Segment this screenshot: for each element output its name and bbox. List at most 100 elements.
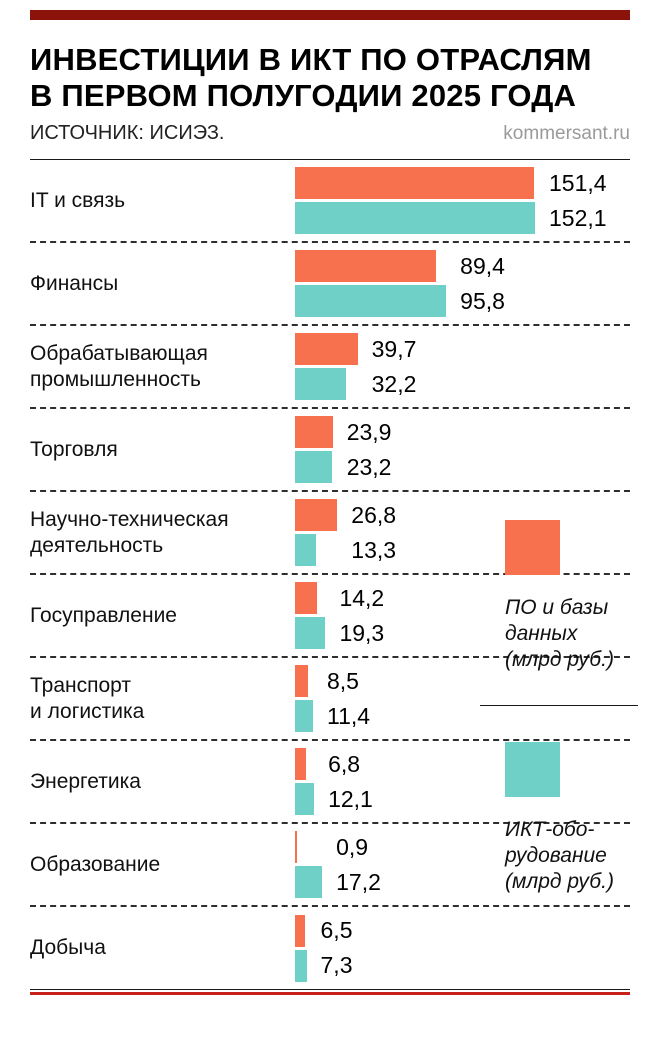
- bar-equipment: [295, 202, 535, 234]
- legend-line: ПО и базы: [505, 596, 609, 619]
- bar-group: 89,4 95,8: [295, 250, 630, 317]
- bar-software: [295, 831, 297, 863]
- chart-row: Транспорт и логистика 8,5 11,4: [30, 658, 630, 741]
- value-label-equipment: 23,2: [346, 453, 392, 480]
- chart-row: Научно-техническая деятельность 26,8 13,…: [30, 492, 630, 575]
- bar-equipment: [295, 451, 332, 483]
- value-label-equipment: 13,3: [351, 536, 397, 563]
- category-line: Образование: [30, 852, 161, 876]
- bar-equipment: [295, 285, 447, 317]
- chart-row: Обрабатывающая промышленность 39,7 32,2: [30, 326, 630, 409]
- value-label-equipment: 17,2: [336, 868, 381, 895]
- value-label-software: 23,9: [346, 418, 392, 445]
- bar-group: 23,9 23,2: [295, 416, 630, 483]
- bar-software: [295, 250, 437, 282]
- value-label-software: 0,9: [336, 833, 369, 860]
- legend-line: рудование: [505, 844, 607, 867]
- legend-swatch-equipment: [505, 742, 560, 797]
- value-label-software: 6,8: [328, 750, 361, 777]
- category-line: Добыча: [30, 936, 106, 959]
- category-label: IT и связь: [30, 188, 295, 214]
- value-label-software: 26,8: [351, 501, 397, 528]
- brand-top-strip: [30, 10, 630, 20]
- bar-equipment: [295, 368, 346, 400]
- value-label-software: 8,5: [326, 667, 359, 694]
- category-line: Финансы: [30, 271, 119, 295]
- site-label: kommersant.ru: [503, 123, 630, 144]
- category-line: промышленность: [30, 367, 201, 391]
- brand-bottom-strip: [30, 992, 630, 995]
- value-label-software: 39,7: [371, 335, 417, 362]
- legend-line: данных: [505, 622, 578, 645]
- category-line: Научно-техническая: [30, 507, 229, 531]
- title-line-1: ИНВЕСТИЦИИ В ИКТ ПО ОТРАСЛЯМ: [30, 42, 592, 77]
- category-line: Энергетика: [30, 769, 141, 793]
- bar-software: [295, 582, 318, 614]
- bar-software: [295, 499, 338, 531]
- bar-group: 151,4 152,1: [295, 167, 630, 234]
- bar-software: [295, 333, 358, 365]
- bar-software: [295, 914, 306, 947]
- bar-group: 8,5 11,4: [295, 665, 630, 732]
- bar-equipment: [295, 866, 323, 898]
- chart-row: Торговля 23,9 23,2: [30, 409, 630, 492]
- legend-line: (млрд руб.): [505, 648, 614, 671]
- category-line: Обрабатывающая: [30, 341, 208, 365]
- chart-row: Энергетика 6,8 12,1: [30, 741, 630, 824]
- value-label-equipment: 11,4: [326, 702, 371, 729]
- category-line: Транспорт: [30, 673, 131, 697]
- bar-group: 39,7 32,2: [295, 333, 630, 400]
- bar-equipment: [295, 534, 316, 566]
- value-label-software: 89,4: [460, 252, 505, 279]
- category-label: Транспорт и логистика: [30, 673, 295, 725]
- bar-equipment: [295, 617, 326, 649]
- category-line: и логистика: [30, 699, 145, 723]
- bar-group: 26,8 13,3: [295, 499, 630, 566]
- value-label-equipment: 95,8: [460, 287, 505, 314]
- legend-divider: [480, 705, 638, 706]
- bar-software: [295, 167, 534, 199]
- page-title: ИНВЕСТИЦИИ В ИКТ ПО ОТРАСЛЯМ В ПЕРВОМ ПО…: [30, 42, 630, 114]
- legend-label-equipment: ИКТ-обо- рудование (млрд руб.): [505, 817, 638, 895]
- bar-equipment: [295, 783, 315, 815]
- source-row: ИСТОЧНИК: ИСИЭЗ. kommersant.ru: [30, 122, 630, 145]
- category-line: IT и связь: [30, 188, 126, 212]
- bar-equipment: [295, 700, 313, 732]
- value-label-equipment: 19,3: [339, 619, 385, 646]
- chart-row: Госуправление 14,2 19,3: [30, 575, 630, 658]
- legend-swatch-software: [505, 520, 560, 575]
- bar-group: 6,8 12,1: [295, 748, 630, 815]
- bar-chart: IT и связь 151,4 152,1 Финансы: [30, 159, 630, 990]
- chart-row: Образование 0,9 17,2: [30, 824, 630, 907]
- category-line: деятельность: [30, 533, 164, 557]
- value-label-equipment: 32,2: [371, 370, 417, 397]
- source-label: ИСТОЧНИК: ИСИЭЗ.: [30, 122, 225, 144]
- legend-line: ИКТ-обо-: [505, 818, 595, 841]
- category-label: Торговля: [30, 437, 295, 463]
- category-label: Образование: [30, 852, 295, 878]
- value-label-software: 6,5: [320, 917, 353, 943]
- value-label-software: 151,4: [549, 169, 607, 196]
- value-label-equipment: 12,1: [328, 785, 373, 812]
- value-label-software: 14,2: [339, 584, 385, 611]
- legend: ПО и базы данных (млрд руб.) ИКТ-обо- ру…: [480, 520, 638, 895]
- legend-label-software: ПО и базы данных (млрд руб.): [505, 595, 638, 673]
- category-line: Торговля: [30, 437, 118, 461]
- chart-row: Добыча 6,5 7,3: [30, 907, 630, 989]
- bar-software: [295, 665, 309, 697]
- bar-group: 6,5 7,3: [295, 914, 630, 982]
- title-line-2: В ПЕРВОМ ПОЛУГОДИИ 2025 ГОДА: [30, 78, 577, 113]
- category-label: Научно-техническая деятельность: [30, 507, 295, 559]
- bar-software: [295, 416, 333, 448]
- category-label: Госуправление: [30, 603, 295, 629]
- bar-equipment: [295, 949, 307, 982]
- category-line: Госуправление: [30, 603, 177, 627]
- category-label: Добыча: [30, 935, 295, 961]
- chart-row: Финансы 89,4 95,8: [30, 243, 630, 326]
- value-label-equipment: 152,1: [549, 204, 607, 231]
- legend-line: (млрд руб.): [505, 870, 614, 893]
- bar-group: 14,2 19,3: [295, 582, 630, 649]
- bar-software: [295, 748, 306, 780]
- chart-row: IT и связь 151,4 152,1: [30, 160, 630, 243]
